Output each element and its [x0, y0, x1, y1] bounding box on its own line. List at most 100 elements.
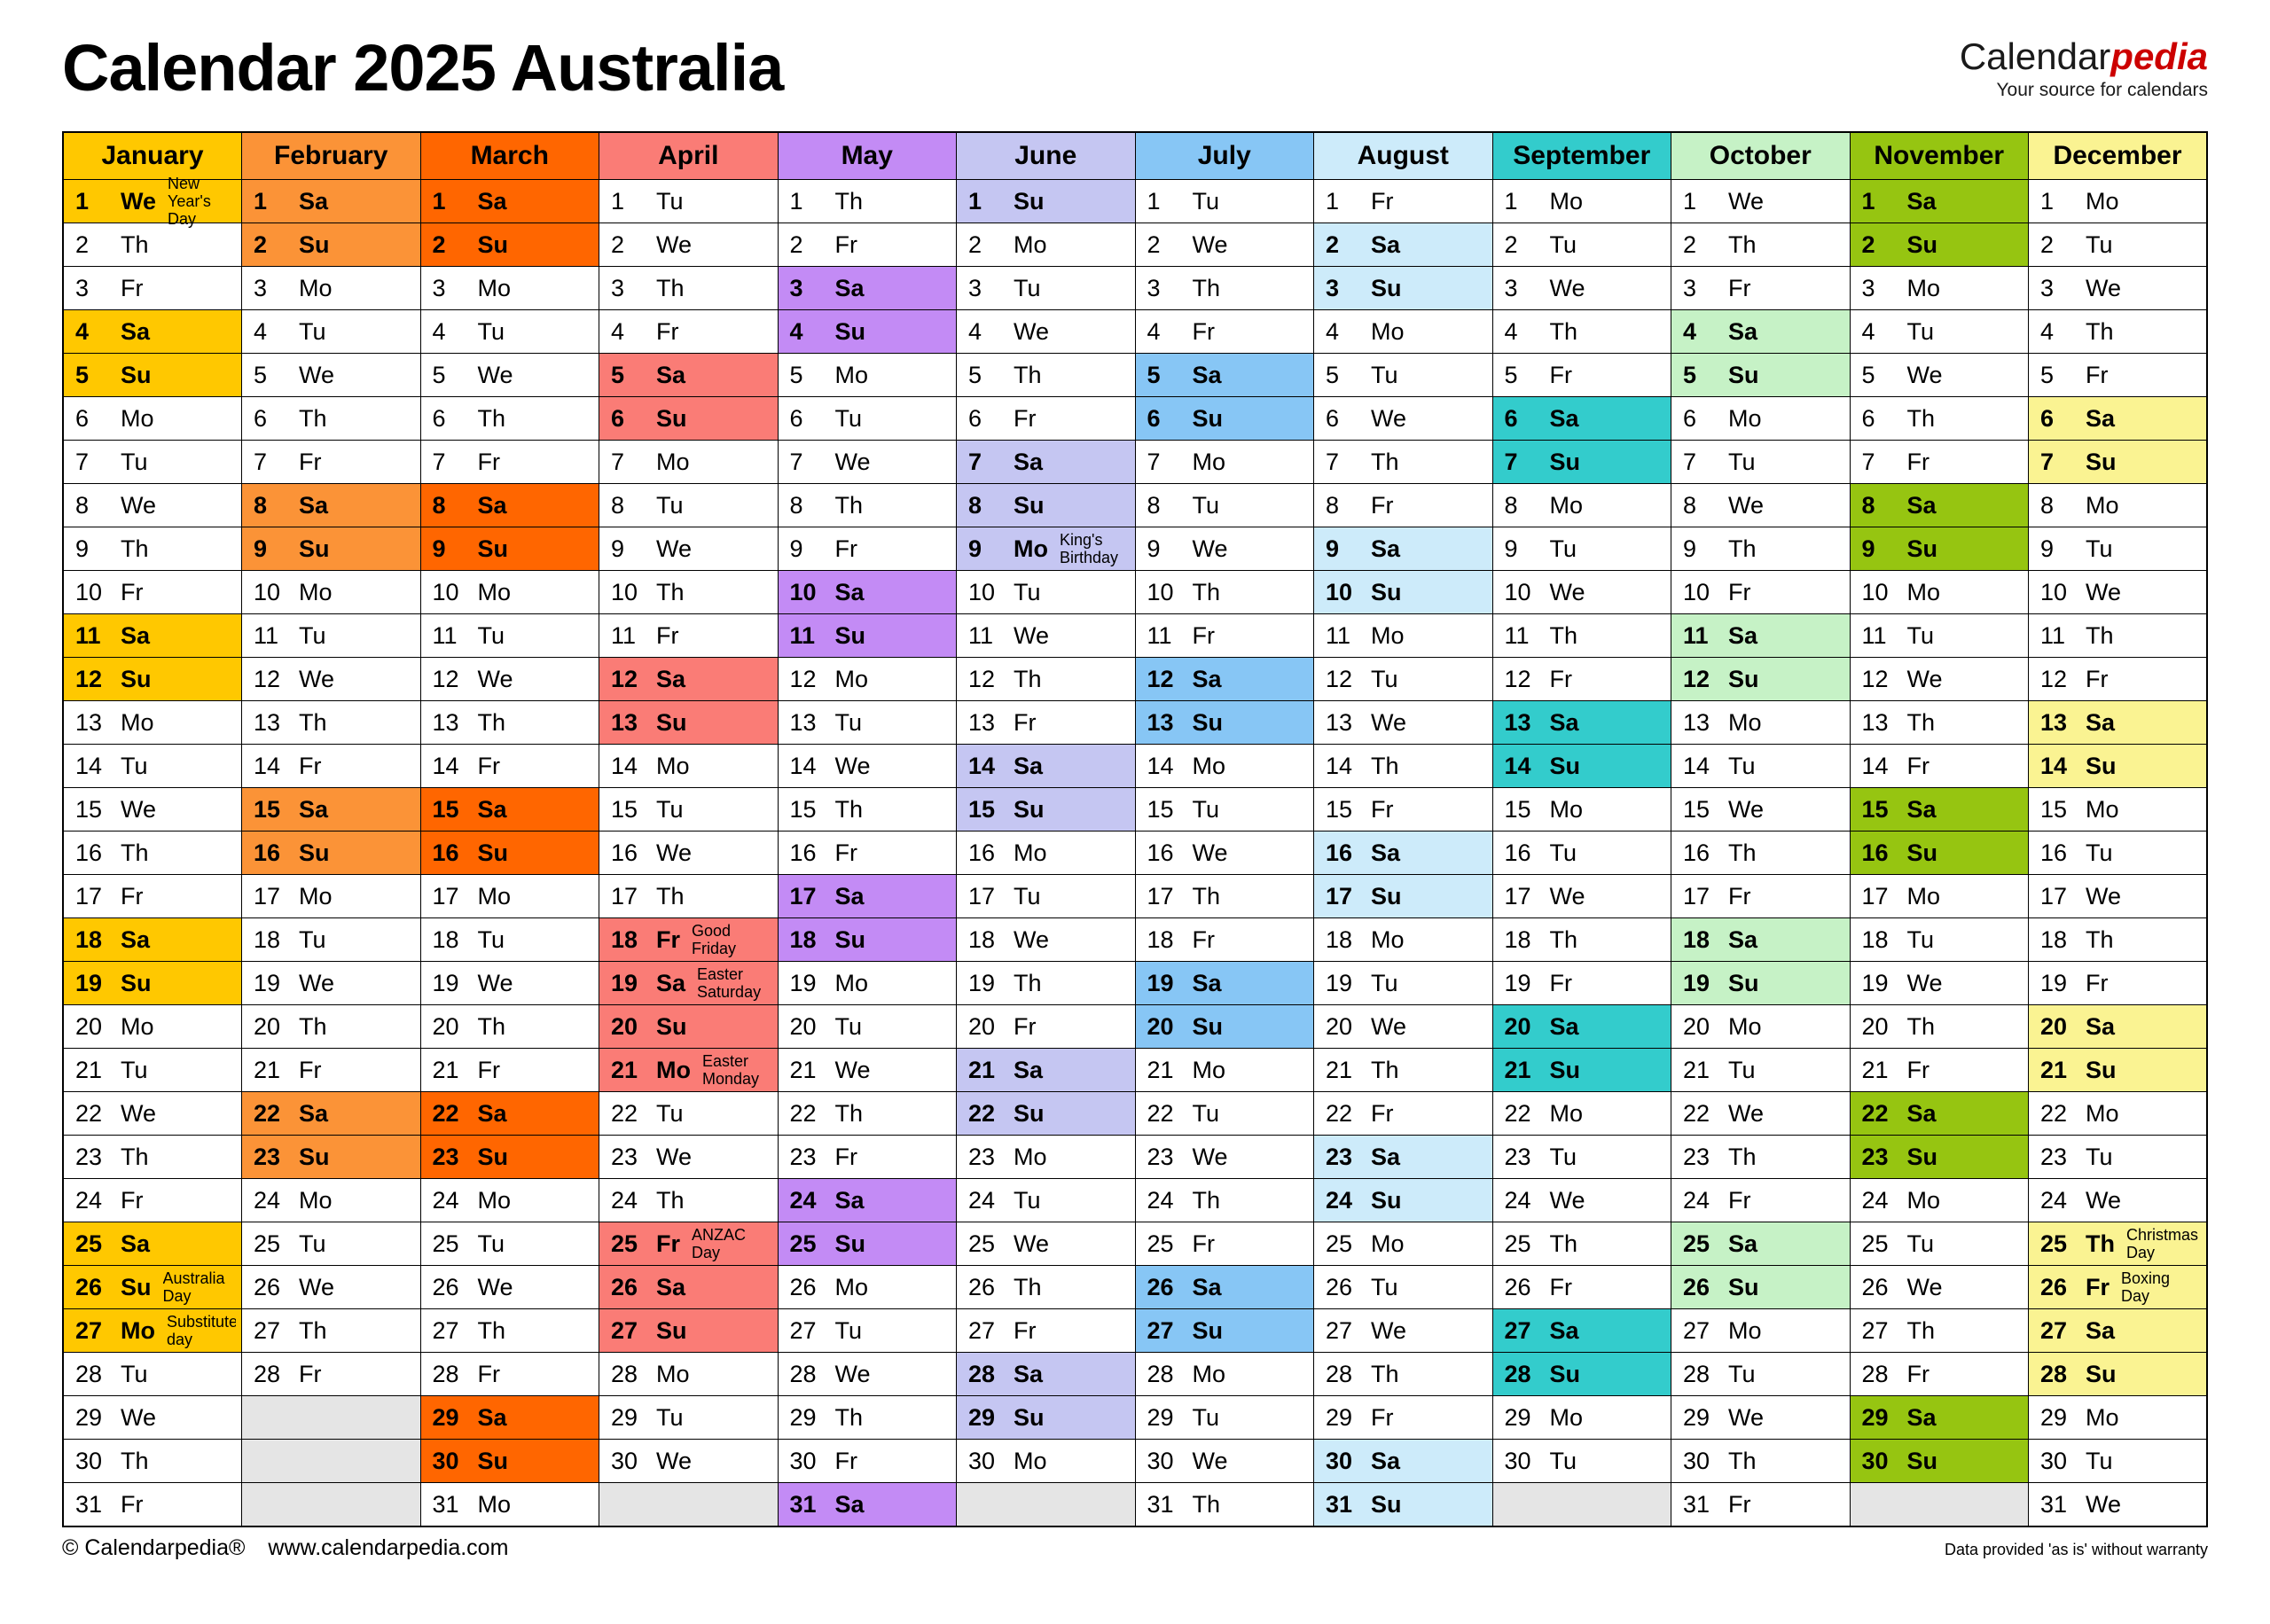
- day-cell[interactable]: 27 Mo: [1671, 1308, 1851, 1353]
- day-cell[interactable]: 17 Mo: [419, 874, 599, 918]
- day-cell[interactable]: 17 Tu: [956, 874, 1136, 918]
- day-cell[interactable]: 14 Tu: [1671, 744, 1851, 788]
- day-cell[interactable]: 10 Sa: [777, 570, 957, 614]
- day-cell[interactable]: 4 Th: [2028, 309, 2208, 354]
- day-cell[interactable]: 19 We: [241, 961, 421, 1005]
- day-cell[interactable]: 6 Tu: [777, 396, 957, 441]
- day-cell[interactable]: 15 Su: [956, 787, 1136, 832]
- day-cell[interactable]: 4 Su: [777, 309, 957, 354]
- day-cell[interactable]: 17 Sa: [777, 874, 957, 918]
- day-cell[interactable]: 5 Sa: [599, 353, 779, 397]
- day-cell[interactable]: 5 Fr: [1491, 353, 1671, 397]
- day-cell[interactable]: 22 We: [62, 1091, 242, 1136]
- day-cell[interactable]: 6 Sa: [1491, 396, 1671, 441]
- day-cell[interactable]: 13 Th: [1849, 700, 2029, 745]
- day-cell[interactable]: 3 Mo: [419, 266, 599, 310]
- day-cell[interactable]: 11 Fr: [599, 613, 779, 658]
- day-cell[interactable]: 23 Tu: [2028, 1135, 2208, 1179]
- day-cell[interactable]: 27 Su: [599, 1308, 779, 1353]
- day-cell[interactable]: 9 Th: [1671, 527, 1851, 571]
- day-cell[interactable]: 15 Tu: [599, 787, 779, 832]
- day-cell[interactable]: 13 We: [1313, 700, 1493, 745]
- day-cell[interactable]: 31 Th: [1134, 1482, 1314, 1527]
- day-cell[interactable]: 12 Sa: [599, 657, 779, 701]
- day-cell[interactable]: 21 Fr: [241, 1048, 421, 1092]
- day-cell[interactable]: 1 Tu: [599, 179, 779, 223]
- day-cell[interactable]: 21 We: [777, 1048, 957, 1092]
- day-cell[interactable]: 31 Fr: [1671, 1482, 1851, 1527]
- day-cell[interactable]: 4 Th: [1491, 309, 1671, 354]
- day-cell[interactable]: 17 Fr: [1671, 874, 1851, 918]
- day-cell[interactable]: 15 Fr: [1313, 787, 1493, 832]
- day-cell[interactable]: 22 We: [1671, 1091, 1851, 1136]
- day-cell[interactable]: 29 Sa: [1849, 1395, 2029, 1440]
- day-cell[interactable]: 21 Su: [2028, 1048, 2208, 1092]
- day-cell[interactable]: 24 Th: [599, 1178, 779, 1222]
- day-cell[interactable]: 12 We: [419, 657, 599, 701]
- day-cell[interactable]: 22 Su: [956, 1091, 1136, 1136]
- day-cell[interactable]: 29 Tu: [599, 1395, 779, 1440]
- day-cell[interactable]: 14 Fr: [419, 744, 599, 788]
- day-cell[interactable]: 22 Sa: [241, 1091, 421, 1136]
- day-cell[interactable]: 29 Mo: [2028, 1395, 2208, 1440]
- day-cell[interactable]: 20 Mo: [1671, 1004, 1851, 1049]
- day-cell[interactable]: 22 Tu: [1134, 1091, 1314, 1136]
- day-cell[interactable]: 20 Tu: [777, 1004, 957, 1049]
- day-cell[interactable]: 16 Mo: [956, 831, 1136, 875]
- day-cell[interactable]: 13 Su: [1134, 700, 1314, 745]
- day-cell[interactable]: 24 Th: [1134, 1178, 1314, 1222]
- day-cell[interactable]: 15 Th: [777, 787, 957, 832]
- day-cell[interactable]: 15 We: [1671, 787, 1851, 832]
- day-cell[interactable]: 30 Su: [419, 1439, 599, 1483]
- day-cell[interactable]: 23 We: [599, 1135, 779, 1179]
- day-cell[interactable]: 20 We: [1313, 1004, 1493, 1049]
- day-cell[interactable]: 8 We: [62, 483, 242, 527]
- day-cell[interactable]: 19 We: [419, 961, 599, 1005]
- day-cell[interactable]: 14 Mo: [599, 744, 779, 788]
- day-cell[interactable]: 25 Mo: [1313, 1222, 1493, 1266]
- day-cell[interactable]: 1 Sa: [419, 179, 599, 223]
- day-cell[interactable]: 25 Fr: [1134, 1222, 1314, 1266]
- day-cell[interactable]: 12 Fr: [1491, 657, 1671, 701]
- day-cell[interactable]: 26 Fr Boxing Day: [2028, 1265, 2208, 1309]
- day-cell[interactable]: 8 Su: [956, 483, 1136, 527]
- day-cell[interactable]: 26 Fr: [1491, 1265, 1671, 1309]
- day-cell[interactable]: 24 Sa: [777, 1178, 957, 1222]
- day-cell[interactable]: 4 Fr: [1134, 309, 1314, 354]
- day-cell[interactable]: 18 Mo: [1313, 917, 1493, 962]
- day-cell[interactable]: 8 Sa: [1849, 483, 2029, 527]
- day-cell[interactable]: 2 Fr: [777, 223, 957, 267]
- day-cell[interactable]: 17 We: [1491, 874, 1671, 918]
- day-cell[interactable]: 17 Su: [1313, 874, 1493, 918]
- day-cell[interactable]: 7 Tu: [62, 440, 242, 484]
- day-cell[interactable]: 11 Su: [777, 613, 957, 658]
- day-cell[interactable]: 3 Su: [1313, 266, 1493, 310]
- day-cell[interactable]: 10 Fr: [1671, 570, 1851, 614]
- day-cell[interactable]: 22 Sa: [419, 1091, 599, 1136]
- day-cell[interactable]: 5 Tu: [1313, 353, 1493, 397]
- day-cell[interactable]: 28 Th: [1313, 1352, 1493, 1396]
- day-cell[interactable]: 27 Mo Substitute day: [62, 1308, 242, 1353]
- day-cell[interactable]: 5 Th: [956, 353, 1136, 397]
- day-cell[interactable]: 15 Sa: [1849, 787, 2029, 832]
- day-cell[interactable]: 21 Tu: [1671, 1048, 1851, 1092]
- day-cell[interactable]: 19 Su: [1671, 961, 1851, 1005]
- day-cell[interactable]: 9 Tu: [1491, 527, 1671, 571]
- day-cell[interactable]: 27 We: [1313, 1308, 1493, 1353]
- day-cell[interactable]: 2 Tu: [1491, 223, 1671, 267]
- day-cell[interactable]: 10 Th: [1134, 570, 1314, 614]
- day-cell[interactable]: 19 Mo: [777, 961, 957, 1005]
- day-cell[interactable]: 9 Fr: [777, 527, 957, 571]
- day-cell[interactable]: 18 Tu: [419, 917, 599, 962]
- day-cell[interactable]: 10 Mo: [419, 570, 599, 614]
- day-cell[interactable]: 26 Su: [1671, 1265, 1851, 1309]
- day-cell[interactable]: 9 We: [1134, 527, 1314, 571]
- day-cell[interactable]: 25 Tu: [419, 1222, 599, 1266]
- day-cell[interactable]: 25 Th: [1491, 1222, 1671, 1266]
- day-cell[interactable]: 9 Th: [62, 527, 242, 571]
- day-cell[interactable]: 21 Sa: [956, 1048, 1136, 1092]
- day-cell[interactable]: 25 Sa: [62, 1222, 242, 1266]
- day-cell[interactable]: 20 Su: [599, 1004, 779, 1049]
- day-cell[interactable]: 12 Sa: [1134, 657, 1314, 701]
- day-cell[interactable]: 26 Sa: [1134, 1265, 1314, 1309]
